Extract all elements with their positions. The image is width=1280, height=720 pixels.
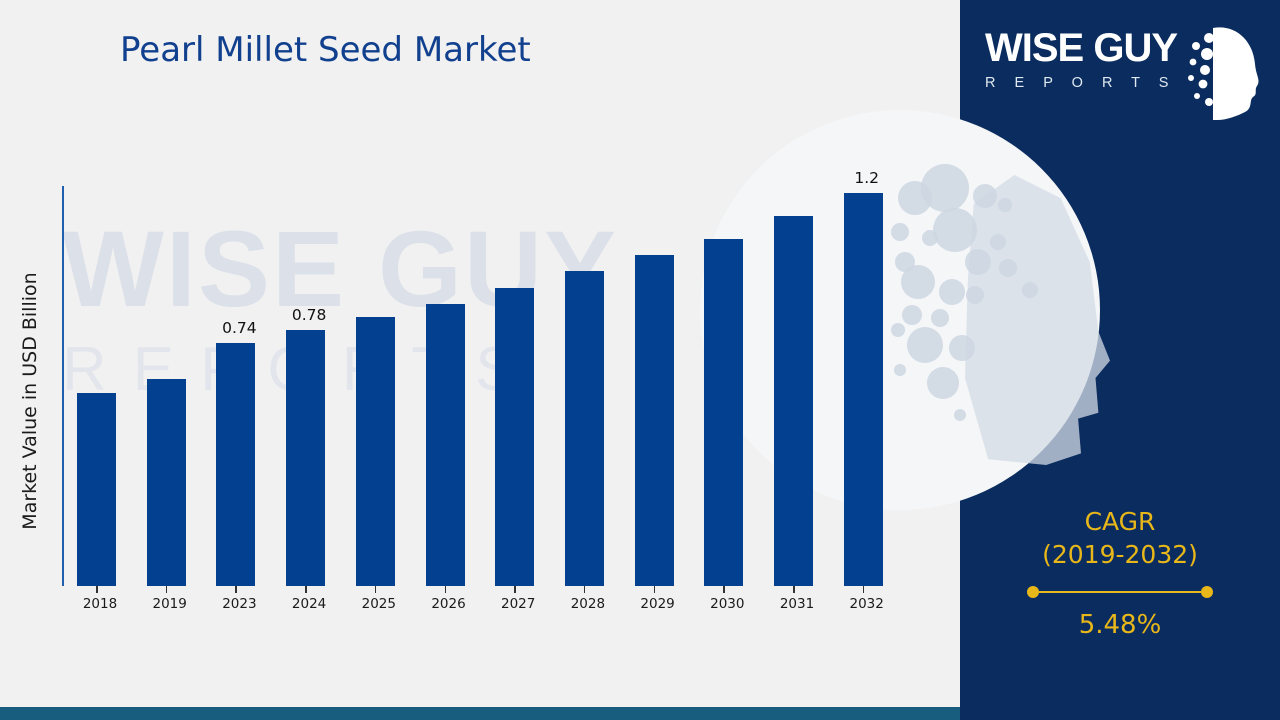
cagr-value: 5.48% xyxy=(1078,610,1162,640)
cagr-label-line-2: (2019-2032) xyxy=(1042,540,1198,569)
x-axis-tick-label: 2032 xyxy=(849,596,884,612)
x-axis-tick-label: 2031 xyxy=(779,596,815,612)
x-axis-tick-label: 2026 xyxy=(431,596,466,612)
divider-dot-right xyxy=(1201,586,1213,598)
x-axis-tick-label: 2029 xyxy=(640,596,675,612)
bar[interactable] xyxy=(774,216,813,586)
x-axis-tick-label: 2023 xyxy=(222,596,257,612)
bar[interactable] xyxy=(495,288,535,586)
bar-group: 0.78 2024 xyxy=(273,150,345,612)
brand-logo[interactable]: WISE GUY R E P O R T S xyxy=(985,26,1265,121)
x-axis-tick xyxy=(583,586,586,593)
page-title: Pearl Millet Seed Market xyxy=(120,30,531,70)
bar-group: 2028 xyxy=(552,150,624,612)
bar-value-label: 1.2 xyxy=(854,169,880,187)
bar[interactable] xyxy=(286,330,326,586)
bar-chart: Market Value in USD Billion 2018 2019 0.74… xyxy=(19,150,934,612)
bar[interactable] xyxy=(704,239,744,586)
bar-group: 1.2 2032 xyxy=(831,150,903,612)
x-axis-tick-label: 2018 xyxy=(82,596,118,612)
x-axis-tick xyxy=(305,586,307,593)
divider-line xyxy=(1033,591,1207,593)
y-axis-line xyxy=(62,186,64,586)
x-axis-tick xyxy=(862,586,865,593)
x-axis-tick-label: 2027 xyxy=(501,596,536,612)
bar[interactable] xyxy=(564,271,604,586)
logo-head-icon xyxy=(1188,27,1259,121)
bar-value-label: 0.74 xyxy=(222,319,257,337)
bar[interactable] xyxy=(146,379,186,586)
y-axis-label: Market Value in USD Billion xyxy=(19,272,41,530)
bar-group: 2018 xyxy=(64,150,136,612)
bar-group: 2019 xyxy=(134,150,206,612)
x-axis-tick xyxy=(165,586,168,593)
x-axis-tick-label: 2030 xyxy=(710,596,745,612)
x-axis-tick xyxy=(723,586,725,593)
bottom-accent-strip xyxy=(0,707,962,720)
bar-group: 2025 xyxy=(343,150,415,612)
x-axis-tick-label: 2024 xyxy=(291,596,327,612)
bar[interactable] xyxy=(843,193,883,586)
bar-group: 2030 xyxy=(691,150,763,612)
bar[interactable] xyxy=(425,304,465,586)
cagr-divider xyxy=(1027,586,1213,598)
plot-area: 2018 2019 0.74 2023 0.78 2024 2025 2026 2027 2028… xyxy=(64,150,934,612)
x-axis-tick-label: 2025 xyxy=(361,596,396,612)
x-axis-tick xyxy=(514,586,516,593)
x-axis-tick xyxy=(444,586,446,593)
x-axis-tick-label: 2028 xyxy=(570,596,606,612)
bar-group: 2029 xyxy=(622,150,694,612)
x-axis-tick xyxy=(653,586,656,593)
cagr-block: CAGR (2019-2032) 5.48% xyxy=(960,505,1280,640)
x-axis-tick-label: 2019 xyxy=(152,596,187,612)
bar[interactable] xyxy=(634,255,674,586)
bar-group: 2031 xyxy=(761,150,833,612)
logo-subtitle: R E P O R T S xyxy=(985,75,1176,91)
bar[interactable] xyxy=(216,343,256,586)
bar-group: 2027 xyxy=(482,150,554,612)
bar-group: 0.74 2023 xyxy=(203,150,275,612)
x-axis-tick xyxy=(793,586,795,593)
cagr-label-line-1: CAGR xyxy=(1084,507,1156,536)
bar-value-label: 0.78 xyxy=(291,306,327,324)
x-axis-tick xyxy=(374,586,377,593)
bar-group: 2026 xyxy=(413,150,485,612)
bar[interactable] xyxy=(355,317,395,586)
logo-wordmark: WISE GUY xyxy=(985,26,1178,70)
x-axis-tick xyxy=(235,586,237,593)
bar[interactable] xyxy=(77,393,116,586)
x-axis-tick xyxy=(96,586,98,593)
